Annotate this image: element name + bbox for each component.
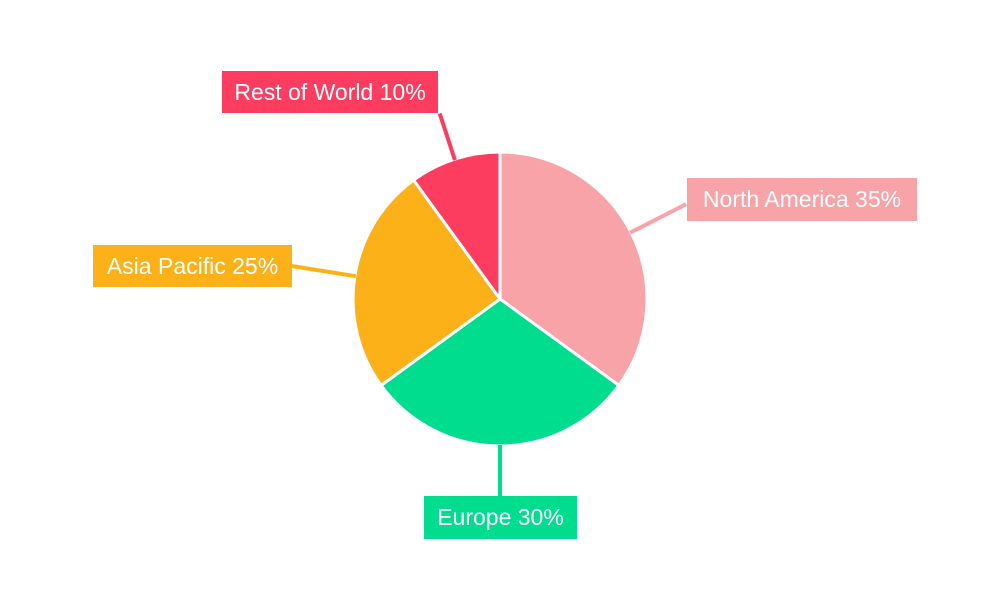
leader-line-asia-pacific bbox=[291, 264, 357, 279]
leader-line-north-america bbox=[629, 202, 688, 235]
callout-rest-of-world-label: Rest of World 10% bbox=[234, 78, 426, 105]
callout-asia-pacific-label: Asia Pacific 25% bbox=[106, 252, 279, 279]
callout-europe: Europe 30% bbox=[424, 496, 577, 539]
callout-rest-of-world: Rest of World 10% bbox=[222, 71, 438, 113]
callout-north-america-label: North America 35% bbox=[702, 186, 902, 212]
callout-asia-pacific: Asia Pacific 25% bbox=[93, 245, 292, 287]
callout-north-america: North America 35% bbox=[687, 178, 917, 221]
leader-line-rest-of-world bbox=[437, 112, 457, 161]
callout-europe-label: Europe 30% bbox=[437, 504, 564, 530]
